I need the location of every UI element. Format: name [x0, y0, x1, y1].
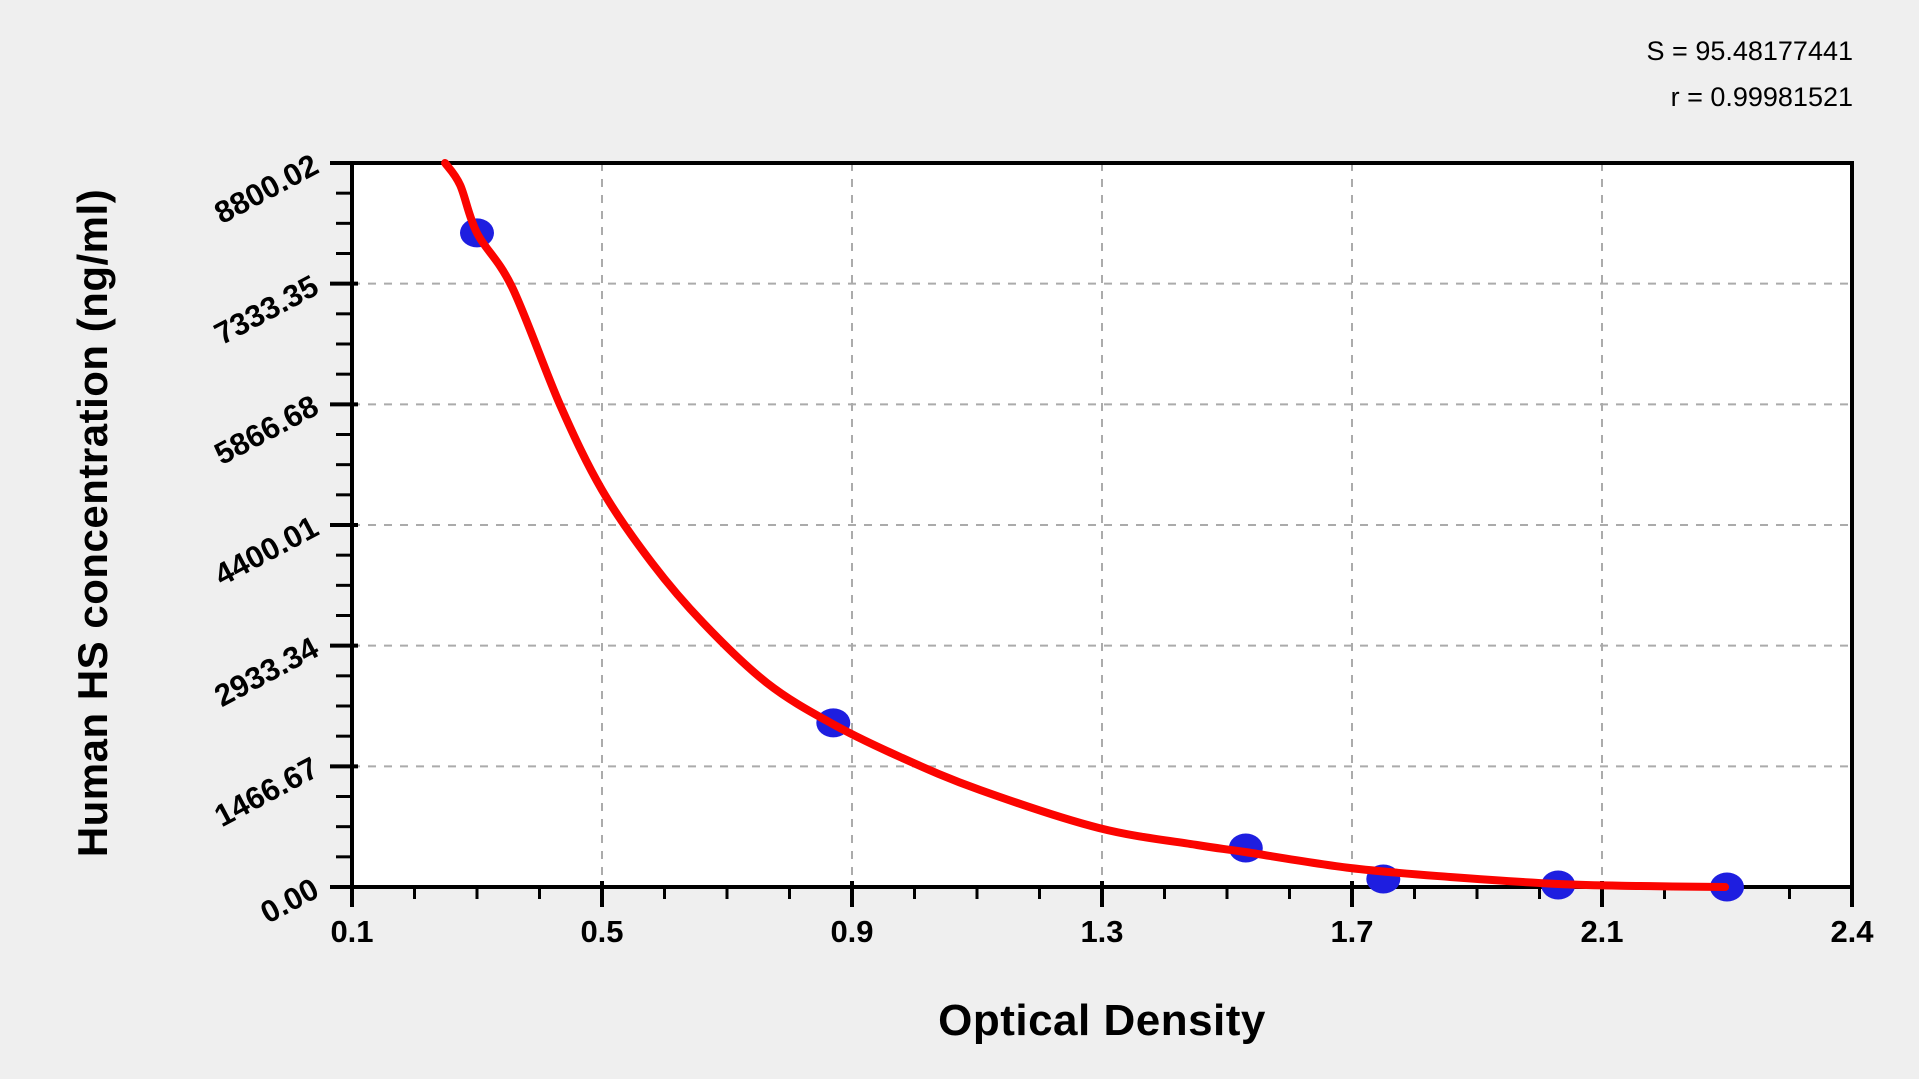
fit-statistics: S = 95.48177441 r = 0.99981521 — [1647, 28, 1853, 120]
x-tick-label: 0.9 — [830, 914, 874, 949]
fit-statistic-s: S = 95.48177441 — [1646, 36, 1853, 66]
x-tick-label: 2.1 — [1580, 914, 1624, 949]
x-tick-label: 1.7 — [1330, 914, 1374, 949]
fit-statistic-r: r = 0.99981521 — [1670, 82, 1853, 112]
x-tick-label: 0.5 — [580, 914, 624, 949]
x-tick-label: 2.4 — [1830, 914, 1874, 949]
fit-curve — [441, 159, 1730, 891]
x-tick-label: 0.1 — [330, 914, 374, 949]
x-tick-label: 1.3 — [1080, 914, 1124, 949]
y-axis-title: Human HS concentration (ng/ml) — [69, 188, 116, 858]
x-axis-title: Optical Density — [938, 996, 1266, 1045]
